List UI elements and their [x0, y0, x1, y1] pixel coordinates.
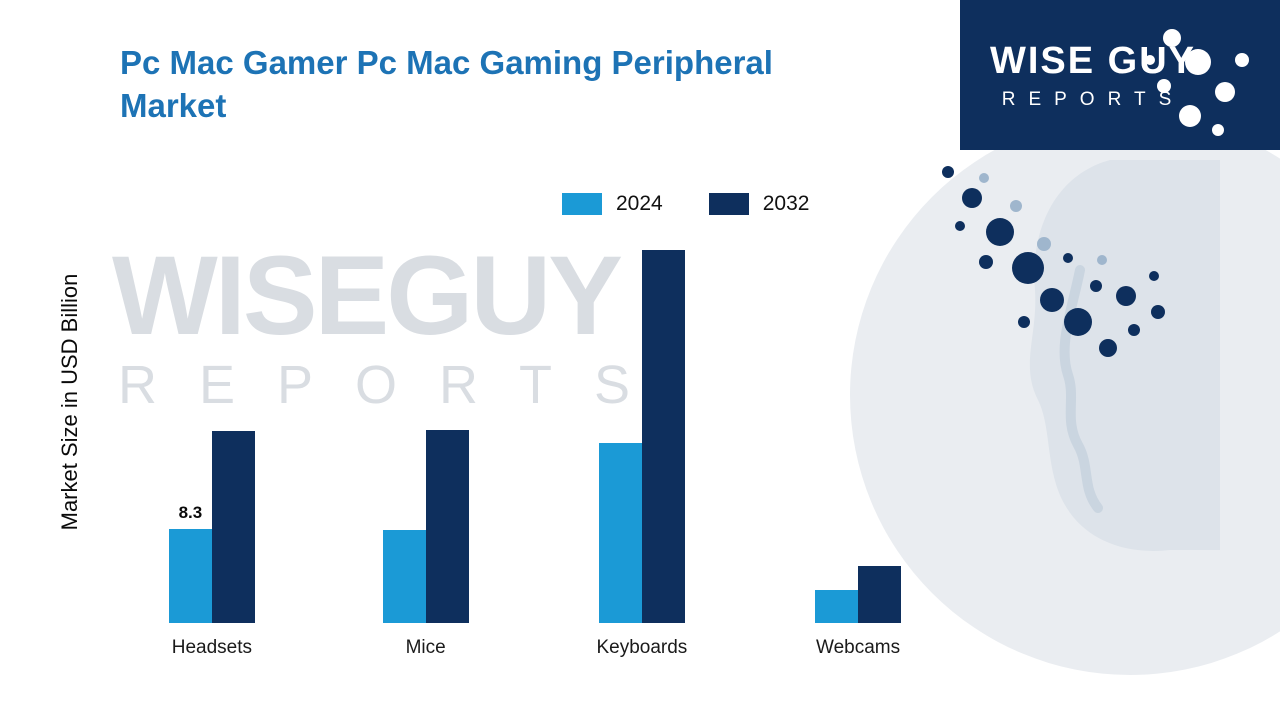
page-title: Pc Mac Gamer Pc Mac Gaming Peripheral Ma…	[120, 44, 773, 124]
bars-keyboards	[598, 248, 685, 623]
logo-block: WISE GUY REPORTS	[960, 0, 1280, 150]
bar-2024-headsets: 8.3	[168, 503, 212, 623]
bar-2032-keyboards	[641, 250, 685, 623]
bar-2024-mice	[382, 529, 426, 623]
logo: WISE GUY REPORTS	[978, 40, 1208, 111]
bars-headsets: 8.3	[168, 248, 255, 623]
bar-group-webcams: Webcams	[815, 248, 902, 661]
face-profile-shape	[1029, 160, 1220, 551]
legend-item-2024: 2024	[562, 192, 663, 216]
category-label-headsets: Headsets	[171, 637, 253, 658]
bar-2024-webcams	[815, 590, 859, 623]
watermark: WISEGUY REPORTS	[112, 240, 672, 416]
legend-swatch-2024	[562, 193, 602, 215]
plot-area: 8.3 Headsets Mice Keyboards Webcams	[105, 231, 965, 661]
y-axis-label: Market Size in USD Billion	[57, 273, 82, 531]
bar-value-label: 8.3	[178, 502, 203, 522]
bar-group-mice: Mice	[382, 248, 469, 661]
logo-reports-text: REPORTS	[1001, 89, 1185, 110]
bar-2024-keyboards	[598, 443, 642, 623]
watermark-wiseguy-text: WISEGUY	[112, 233, 623, 358]
bar-2032-mice	[425, 429, 469, 623]
legend-swatch-2032	[708, 193, 749, 215]
bar-group-headsets: 8.3 Headsets	[168, 248, 255, 661]
logo-wiseguy-text: WISE GUY	[989, 40, 1197, 82]
category-label-webcams: Webcams	[816, 637, 901, 658]
legend-label-2024: 2024	[616, 192, 663, 215]
category-label-mice: Mice	[405, 637, 446, 658]
chart-legend: 2024 2032	[562, 192, 809, 216]
bars-webcams	[815, 248, 902, 623]
bar-2032-webcams	[858, 566, 902, 623]
legend-item-2032: 2032	[708, 192, 810, 216]
bars-mice	[382, 248, 469, 623]
category-label-keyboards: Keyboards	[596, 637, 688, 658]
bar-group-keyboards: Keyboards	[596, 248, 687, 661]
watermark-reports-text: REPORTS	[118, 355, 673, 415]
bar-2032-headsets	[211, 430, 255, 623]
legend-label-2032: 2032	[762, 192, 810, 215]
